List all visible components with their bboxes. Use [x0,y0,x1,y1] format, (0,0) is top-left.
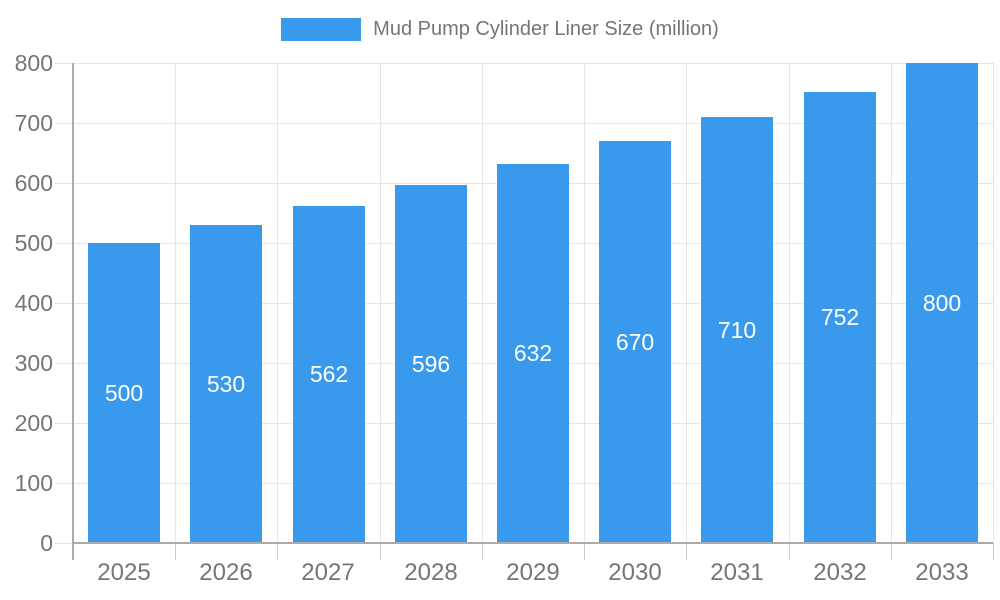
y-axis-tick [55,123,73,124]
v-gridline [175,63,176,543]
bar-value-label: 500 [104,380,144,406]
y-axis-tick [55,543,73,544]
x-axis-tick [686,543,687,560]
x-axis-tick-label: 2032 [813,559,867,586]
x-axis-tick-label: 2025 [97,559,151,586]
y-axis-tick-label: 600 [14,170,53,196]
bar[interactable] [293,206,365,543]
legend-swatch [281,18,362,41]
bar-value-label: 752 [820,304,860,330]
bar-value-label: 800 [922,290,962,316]
x-axis-tick-label: 2031 [710,559,764,586]
bar-value-label: 530 [206,371,246,397]
x-axis-tick [584,543,585,560]
bar[interactable] [88,243,160,543]
bar-value-label: 632 [513,340,553,366]
x-axis-tick [789,543,790,560]
bar[interactable] [804,92,876,543]
y-axis-tick-label: 500 [14,230,53,256]
bar[interactable] [190,225,262,543]
y-axis-tick [55,63,73,64]
v-gridline [891,63,892,543]
y-axis-tick-label: 700 [14,110,53,136]
legend-series-label: Mud Pump Cylinder Liner Size (million) [373,18,719,40]
bar[interactable] [395,185,467,543]
y-axis-tick [55,183,73,184]
y-axis-tick [55,483,73,484]
x-axis-tick [993,543,994,560]
bar[interactable] [599,141,671,543]
v-gridline [789,63,790,543]
y-axis-tick-label: 0 [40,530,53,556]
y-axis-tick [55,363,73,364]
v-gridline [993,63,994,543]
legend-item[interactable]: Mud Pump Cylinder Liner Size (million) [0,18,1000,41]
x-axis-tick [277,543,278,560]
y-axis-tick-label: 300 [14,350,53,376]
y-axis-tick-label: 100 [14,470,53,496]
x-axis-tick-label: 2033 [915,559,969,586]
x-axis-tick [482,543,483,560]
y-axis-tick [55,423,73,424]
bar-value-label: 562 [309,361,349,387]
x-axis-tick [175,543,176,560]
x-axis-tick [380,543,381,560]
y-axis-tick [55,303,73,304]
v-gridline [584,63,585,543]
bar-value-label: 710 [717,317,757,343]
bar-value-label: 596 [411,351,451,377]
x-axis-tick-label: 2030 [608,559,662,586]
bar[interactable] [497,164,569,543]
bar-value-label: 670 [615,329,655,355]
y-axis-line [72,63,74,560]
v-gridline [380,63,381,543]
v-gridline [482,63,483,543]
v-gridline [686,63,687,543]
x-axis-line [72,542,993,544]
x-axis-tick-label: 2028 [404,559,458,586]
x-axis-tick-label: 2026 [199,559,253,586]
v-gridline [277,63,278,543]
y-axis-tick-label: 200 [14,410,53,436]
x-axis-tick [891,543,892,560]
bar[interactable] [906,63,978,543]
x-axis-tick-label: 2027 [301,559,355,586]
h-gridline [73,63,993,64]
h-gridline [73,123,993,124]
y-axis-tick-label: 400 [14,290,53,316]
y-axis-tick-label: 800 [14,50,53,76]
y-axis-tick [55,243,73,244]
x-axis-tick-label: 2029 [506,559,560,586]
bar[interactable] [701,117,773,543]
